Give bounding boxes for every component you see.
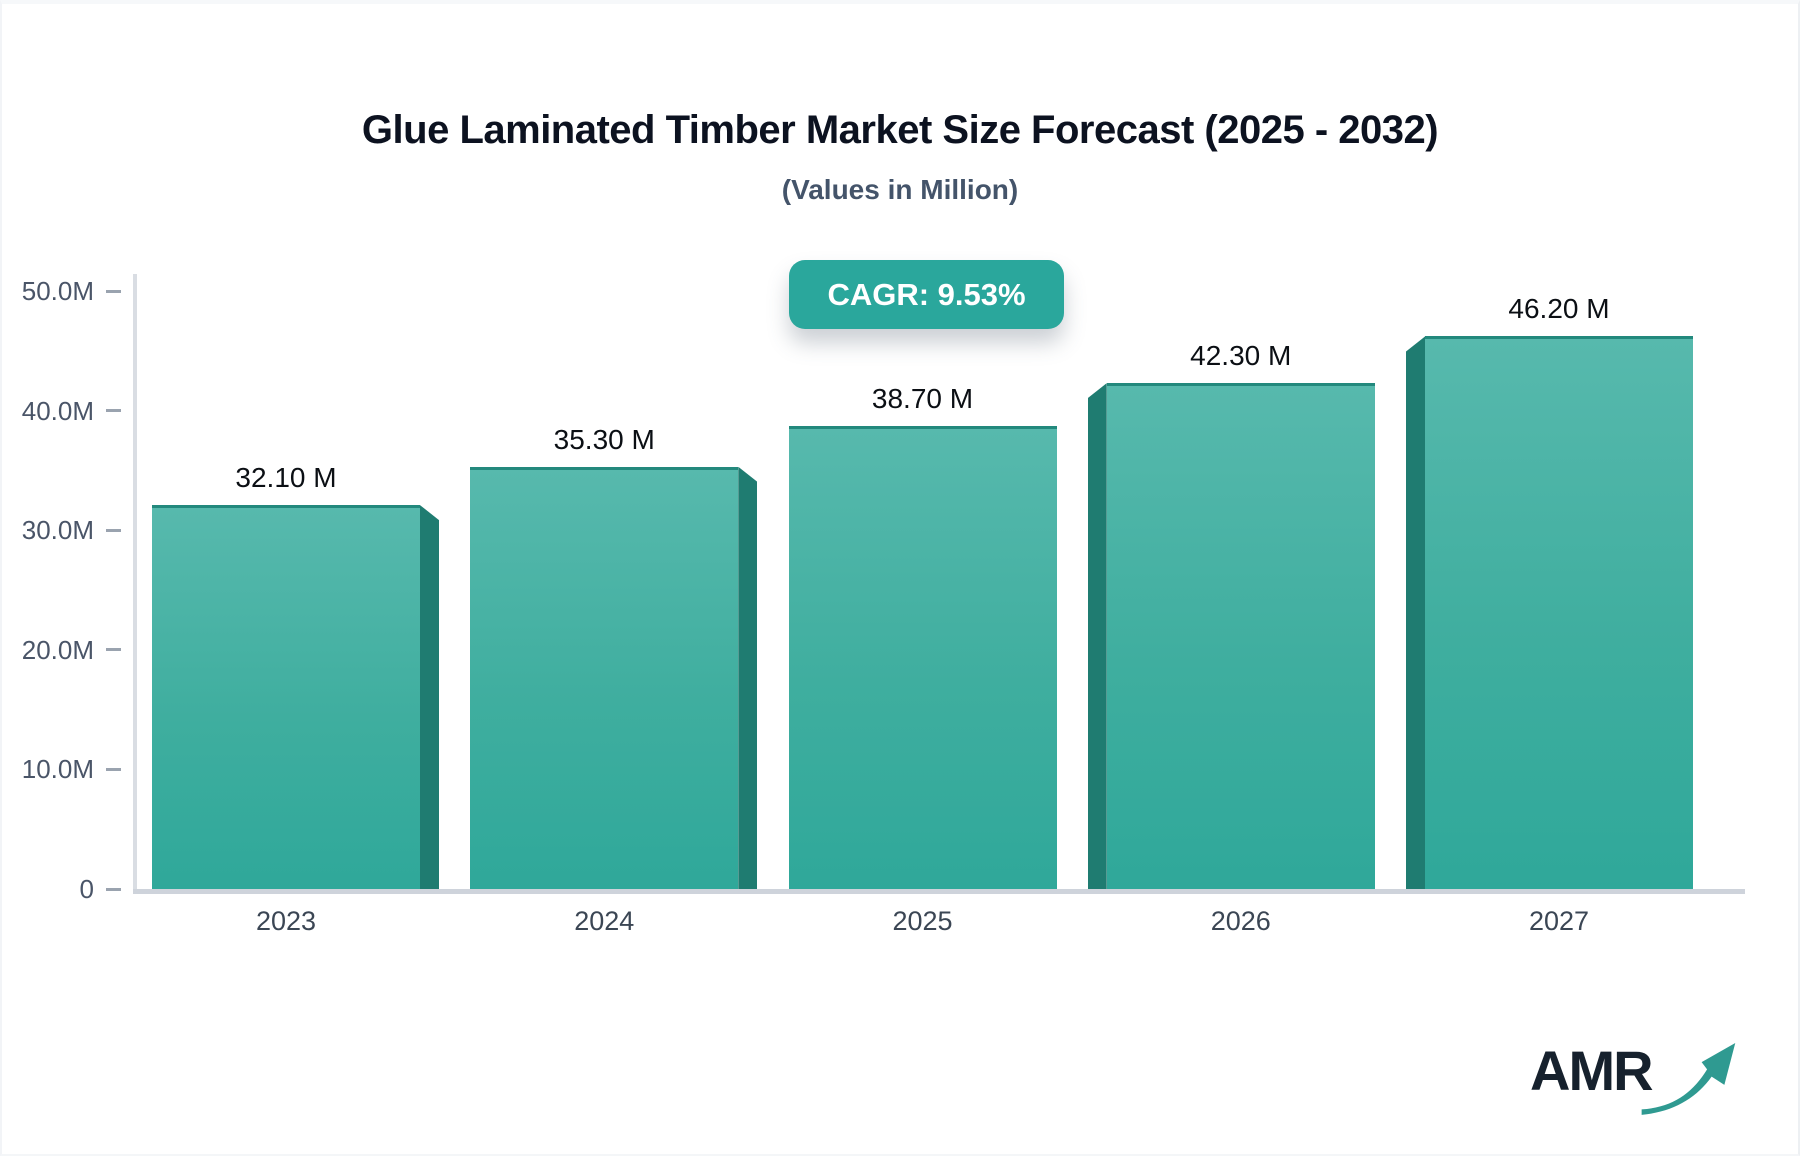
bar-value-label: 32.10 M bbox=[235, 462, 337, 494]
bar-bevel-2024 bbox=[738, 466, 758, 889]
x-axis-label-2026: 2026 bbox=[1210, 906, 1271, 936]
bar-2024[interactable] bbox=[470, 466, 739, 889]
y-tick-label: 30.0M bbox=[21, 515, 94, 546]
x-axis-label-2027: 2027 bbox=[1528, 906, 1590, 936]
y-tick-mark bbox=[106, 289, 121, 293]
x-axis-baseline bbox=[133, 889, 1745, 894]
y-tick-label: 10.0M bbox=[21, 754, 94, 785]
chart-title: Glue Laminated Timber Market Size Foreca… bbox=[361, 108, 1439, 152]
bar-bevel-2027 bbox=[1406, 336, 1425, 889]
growth-arrow-icon bbox=[1641, 1043, 1736, 1115]
bar-2023[interactable] bbox=[152, 505, 420, 889]
bar-2027[interactable] bbox=[1425, 336, 1693, 889]
x-axis-label-2024: 2024 bbox=[574, 906, 635, 936]
y-tick-label: 20.0M bbox=[21, 634, 94, 665]
cagr-badge-label: CAGR: 9.53% bbox=[827, 276, 1026, 312]
cagr-badge: CAGR: 9.53% bbox=[789, 260, 1064, 329]
y-axis-line bbox=[133, 274, 137, 889]
brand-logo: AMR bbox=[1530, 1030, 1736, 1122]
x-axis-label-2023: 2023 bbox=[255, 906, 317, 936]
bar-2026[interactable] bbox=[1106, 383, 1375, 889]
bar-value-label: 42.30 M bbox=[1190, 340, 1292, 372]
y-tick-mark bbox=[106, 887, 121, 891]
y-tick-label: 50.0M bbox=[21, 276, 94, 306]
bar-value-label: 38.70 M bbox=[871, 383, 974, 415]
chart-subtitle: (Values in Million) bbox=[781, 174, 1019, 205]
y-tick-mark bbox=[106, 648, 121, 652]
y-tick-mark bbox=[106, 409, 121, 413]
bar-value-label: 35.30 M bbox=[553, 423, 655, 455]
bar-bevel-2023 bbox=[420, 505, 439, 889]
bar-value-label: 46.20 M bbox=[1508, 293, 1610, 325]
y-tick-mark bbox=[106, 767, 121, 771]
brand-logo-text: AMR bbox=[1530, 1039, 1654, 1102]
x-axis-label-2025: 2025 bbox=[892, 906, 953, 936]
y-tick-label: 40.0M bbox=[21, 395, 94, 426]
bar-2025[interactable] bbox=[788, 426, 1057, 889]
bar-bevel-2026 bbox=[1087, 383, 1107, 889]
y-tick-label: 0 bbox=[79, 874, 94, 904]
y-tick-mark bbox=[106, 528, 121, 532]
